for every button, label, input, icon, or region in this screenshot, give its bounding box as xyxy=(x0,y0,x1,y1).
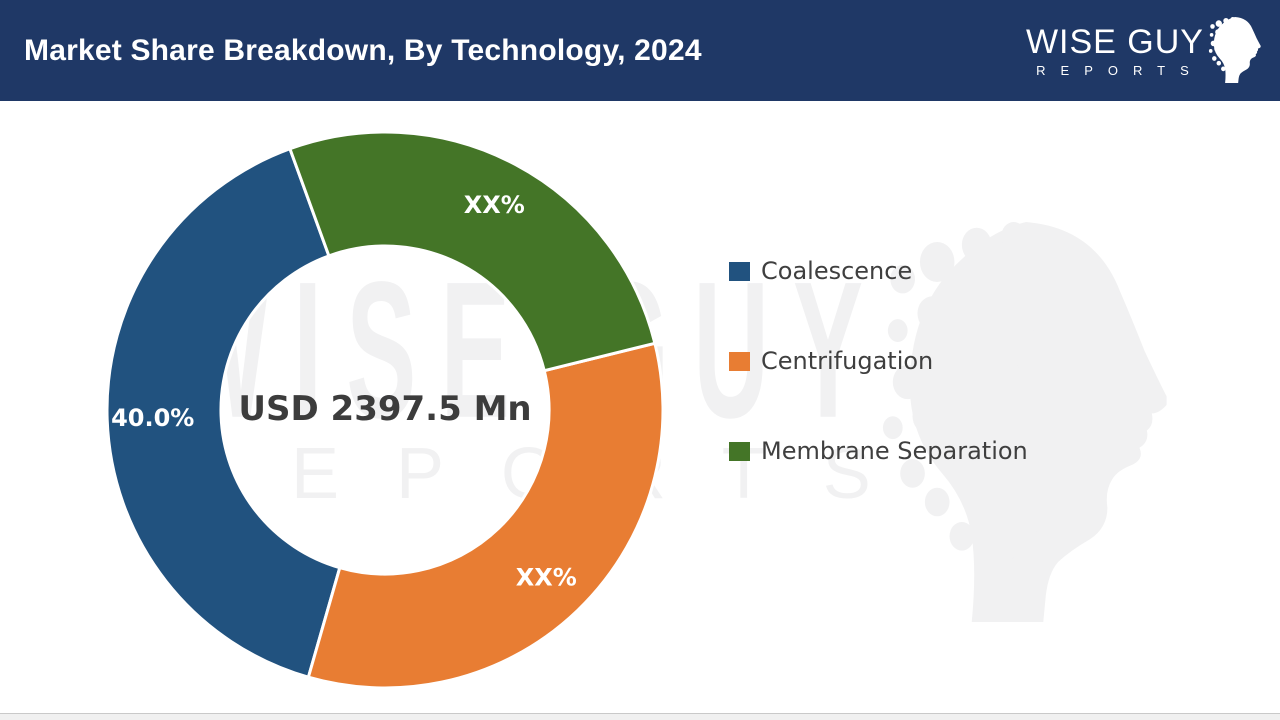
legend-label-membrane-separation: Membrane Separation xyxy=(761,437,1028,465)
wiseguy-logo: WISE GUY REPORTS xyxy=(1026,19,1262,83)
legend-swatch-membrane-separation xyxy=(729,441,750,461)
slice-label-membrane-separation: XX% xyxy=(464,191,525,219)
page-title: Market Share Breakdown, By Technology, 2… xyxy=(24,33,702,67)
legend-item-coalescence: Coalescence xyxy=(729,253,912,289)
legend-swatch-coalescence xyxy=(729,261,750,281)
legend-item-membrane-separation: Membrane Separation xyxy=(729,433,1028,469)
center-value-label: USD 2397.5 Mn xyxy=(238,389,532,429)
slice-label-centrifugation: XX% xyxy=(516,563,577,591)
logo-brand-text: WISE GUY xyxy=(1025,22,1204,61)
logo-text: WISE GUY REPORTS xyxy=(1026,25,1204,77)
legend-swatch-centrifugation xyxy=(729,351,750,371)
logo-reports-text: REPORTS xyxy=(1036,62,1204,78)
logo-dot-face-icon xyxy=(1208,17,1262,83)
watermark-dot-face-icon xyxy=(878,222,1174,622)
legend-label-centrifugation: Centrifugation xyxy=(761,347,934,375)
legend-label-coalescence: Coalescence xyxy=(761,257,913,285)
header-bar: Market Share Breakdown, By Technology, 2… xyxy=(0,0,1280,101)
footer-bar xyxy=(0,713,1280,720)
legend-item-centrifugation: Centrifugation xyxy=(729,343,933,379)
